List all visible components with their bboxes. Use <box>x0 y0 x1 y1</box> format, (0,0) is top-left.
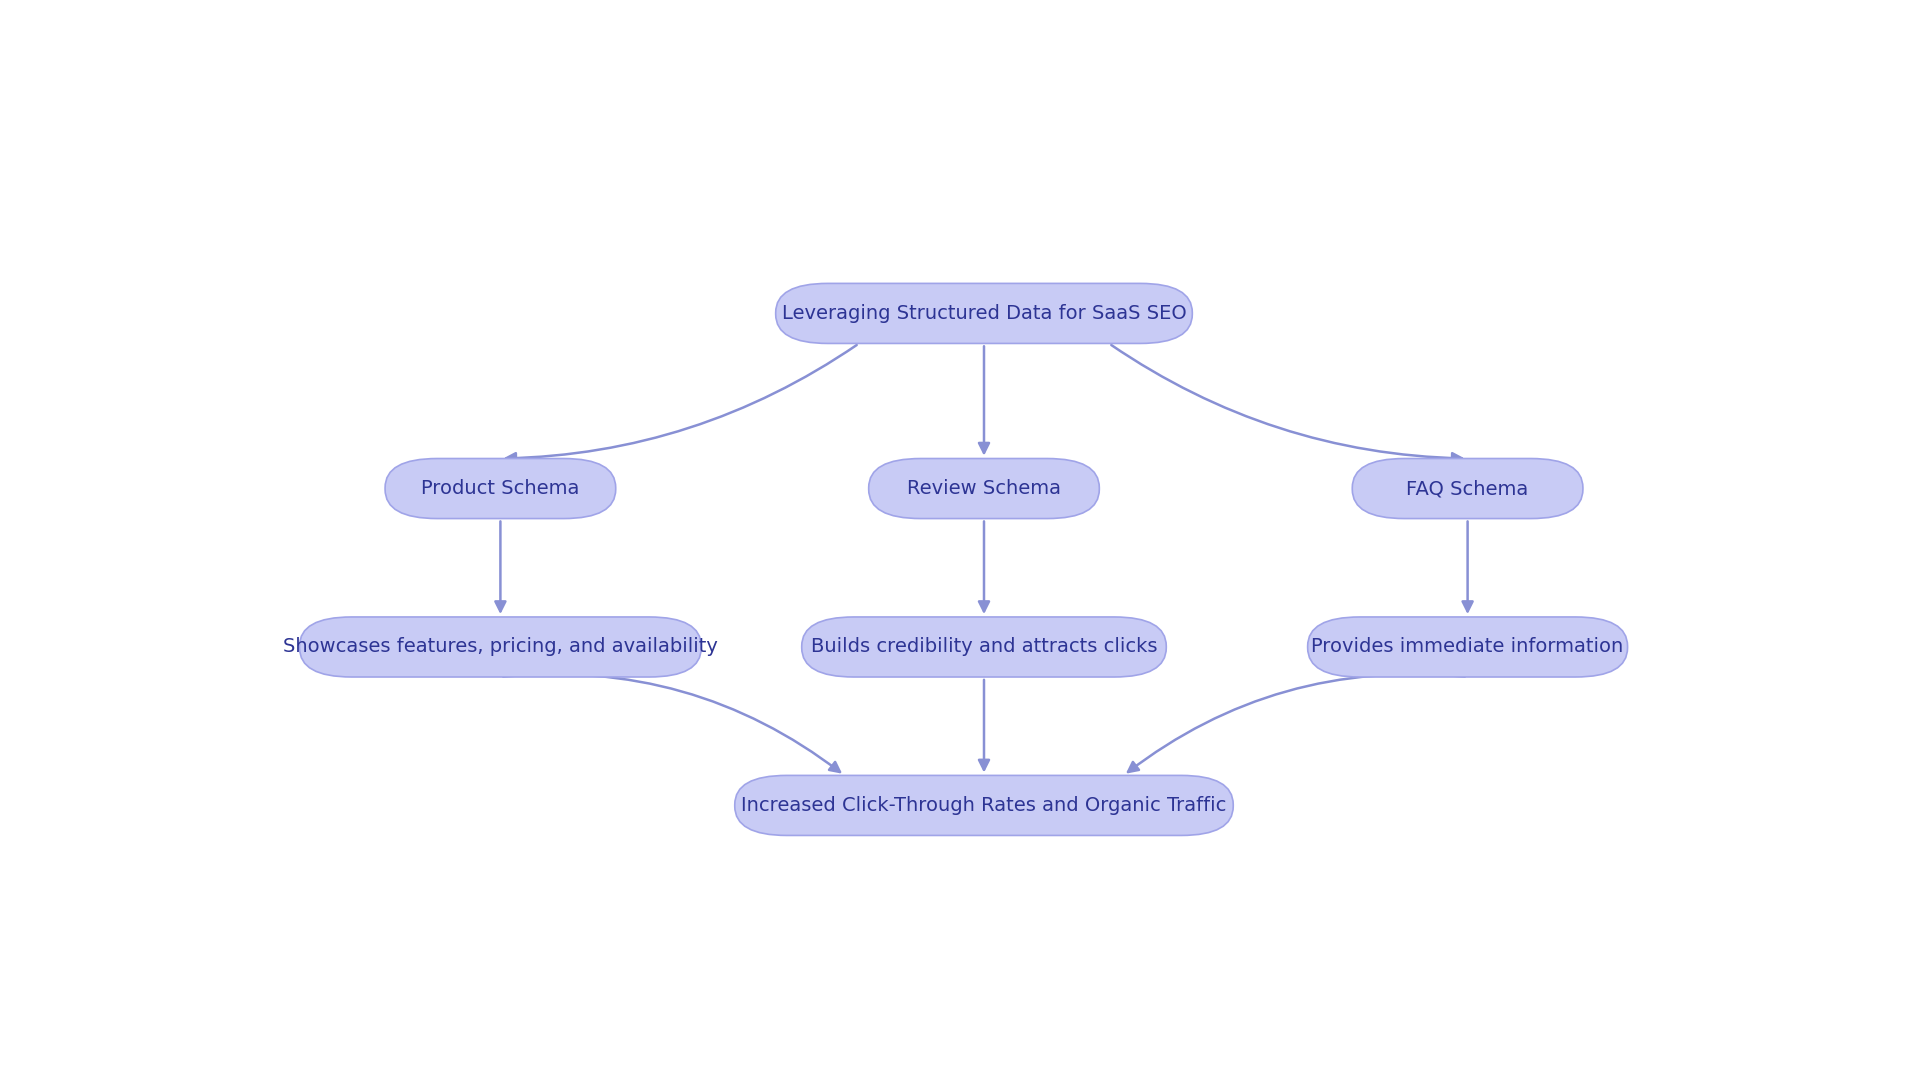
Text: Increased Click-Through Rates and Organic Traffic: Increased Click-Through Rates and Organi… <box>741 796 1227 814</box>
FancyBboxPatch shape <box>386 458 616 519</box>
FancyBboxPatch shape <box>300 617 701 677</box>
Text: Builds credibility and attracts clicks: Builds credibility and attracts clicks <box>810 638 1158 656</box>
Text: Provides immediate information: Provides immediate information <box>1311 638 1624 656</box>
FancyBboxPatch shape <box>868 458 1100 519</box>
Text: FAQ Schema: FAQ Schema <box>1407 479 1528 498</box>
Text: Leveraging Structured Data for SaaS SEO: Leveraging Structured Data for SaaS SEO <box>781 304 1187 323</box>
FancyBboxPatch shape <box>1308 617 1628 677</box>
Text: Review Schema: Review Schema <box>906 479 1062 498</box>
FancyBboxPatch shape <box>803 617 1165 677</box>
FancyBboxPatch shape <box>776 284 1192 343</box>
Text: Showcases features, pricing, and availability: Showcases features, pricing, and availab… <box>282 638 718 656</box>
FancyBboxPatch shape <box>1352 458 1582 519</box>
Text: Product Schema: Product Schema <box>420 479 580 498</box>
FancyBboxPatch shape <box>735 775 1233 835</box>
